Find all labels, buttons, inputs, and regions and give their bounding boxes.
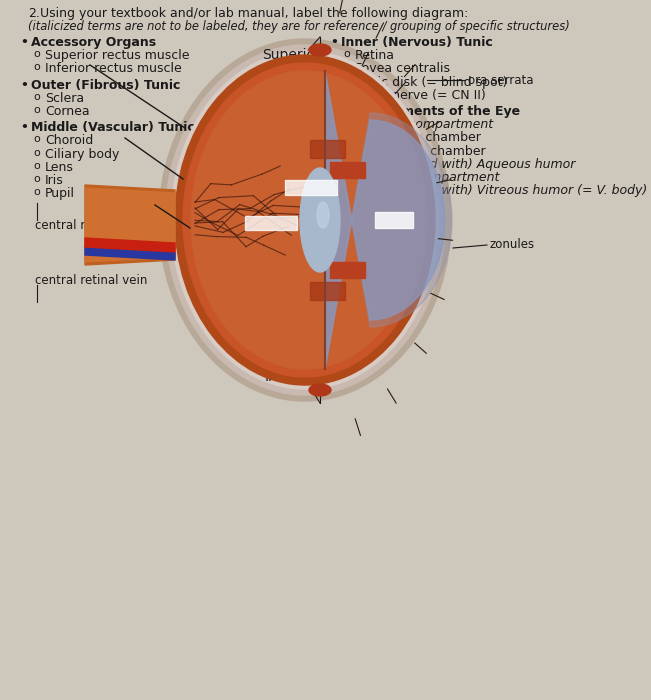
Ellipse shape [317,202,329,228]
Polygon shape [85,188,175,262]
Text: o: o [33,148,40,158]
Text: o: o [33,92,40,102]
Text: o: o [33,62,40,72]
Polygon shape [330,162,365,178]
Text: central retinal artery: central retinal artery [35,218,158,232]
Polygon shape [325,71,445,369]
Text: o: o [33,105,40,115]
Text: •: • [330,105,338,118]
Text: Inferior rectus muscle: Inferior rectus muscle [45,62,182,76]
Text: o: o [343,118,350,128]
Polygon shape [330,262,365,278]
Text: Optic disk (= blind spot): Optic disk (= blind spot) [355,76,507,89]
Text: o: o [33,174,40,184]
Ellipse shape [159,39,451,401]
Text: Choroid: Choroid [45,134,93,148]
Text: o: o [33,134,40,144]
Polygon shape [310,282,345,300]
Text: Cornea: Cornea [45,105,90,118]
Text: ▪: ▪ [377,184,383,194]
Polygon shape [310,140,345,158]
Text: •: • [20,78,28,92]
Text: (is filled with) Aqueous humor: (is filled with) Aqueous humor [388,158,575,171]
Text: Optic nerve (= CN II): Optic nerve (= CN II) [355,89,486,102]
Text: •: • [20,36,28,49]
Polygon shape [85,185,175,265]
Bar [285,180,337,195]
Text: zonules: zonules [490,239,535,251]
Text: o: o [33,187,40,197]
Text: Sclera: Sclera [45,92,84,105]
Text: Anterior compartment: Anterior compartment [355,118,494,131]
Text: ▪: ▪ [360,145,367,155]
Text: Pupil: Pupil [45,187,75,200]
Ellipse shape [309,384,331,396]
Text: Retina: Retina [355,49,395,62]
Text: o: o [343,171,350,181]
Text: Superior rectus muscle: Superior rectus muscle [45,49,189,62]
Ellipse shape [171,51,439,389]
Ellipse shape [175,55,435,385]
Polygon shape [85,238,175,252]
Text: Lens: Lens [45,161,74,174]
Text: •: • [330,36,338,49]
Ellipse shape [191,71,419,369]
Text: Ciliary body: Ciliary body [45,148,119,160]
Text: o: o [343,49,350,60]
Text: central retinal vein: central retinal vein [35,274,147,286]
Text: o: o [33,161,40,171]
Text: Posterior compartment: Posterior compartment [355,171,499,184]
Text: Posterior chamber: Posterior chamber [371,145,486,158]
Ellipse shape [300,168,340,272]
Bar [245,216,297,230]
Text: Outer (Fibrous) Tunic: Outer (Fibrous) Tunic [31,78,180,92]
Text: o: o [343,76,350,85]
Polygon shape [325,71,452,369]
Text: Inner (Nervous) Tunic: Inner (Nervous) Tunic [341,36,493,49]
Text: Inferior: Inferior [265,370,315,384]
Text: Compartments of the Eye: Compartments of the Eye [341,105,520,118]
Ellipse shape [165,45,445,395]
Text: ▪: ▪ [377,158,383,168]
Bar [375,212,413,228]
Text: Iris: Iris [45,174,64,187]
Ellipse shape [183,63,427,377]
Text: o: o [343,62,350,72]
Text: 2.: 2. [28,7,40,20]
Ellipse shape [309,44,331,56]
Text: Middle (Vascular) Tunic: Middle (Vascular) Tunic [31,121,195,134]
Text: Fovea centralis: Fovea centralis [355,62,450,76]
Text: Accessory Organs: Accessory Organs [31,36,156,49]
Text: o: o [343,89,350,99]
Text: (italicized terms are not to be labeled, they are for reference / grouping of sp: (italicized terms are not to be labeled,… [28,20,570,33]
Text: •: • [20,121,28,134]
Text: (is filled with) Vitreous humor (= V. body): (is filled with) Vitreous humor (= V. bo… [388,184,647,197]
Text: ▪: ▪ [360,132,367,141]
Text: ora serrata: ora serrata [468,74,534,87]
Text: Anterior chamber: Anterior chamber [371,132,481,144]
Text: Superior: Superior [262,48,321,62]
Polygon shape [85,247,175,260]
Text: o: o [33,49,40,60]
Text: Using your textbook and/or lab manual, label the following diagram:: Using your textbook and/or lab manual, l… [40,7,468,20]
